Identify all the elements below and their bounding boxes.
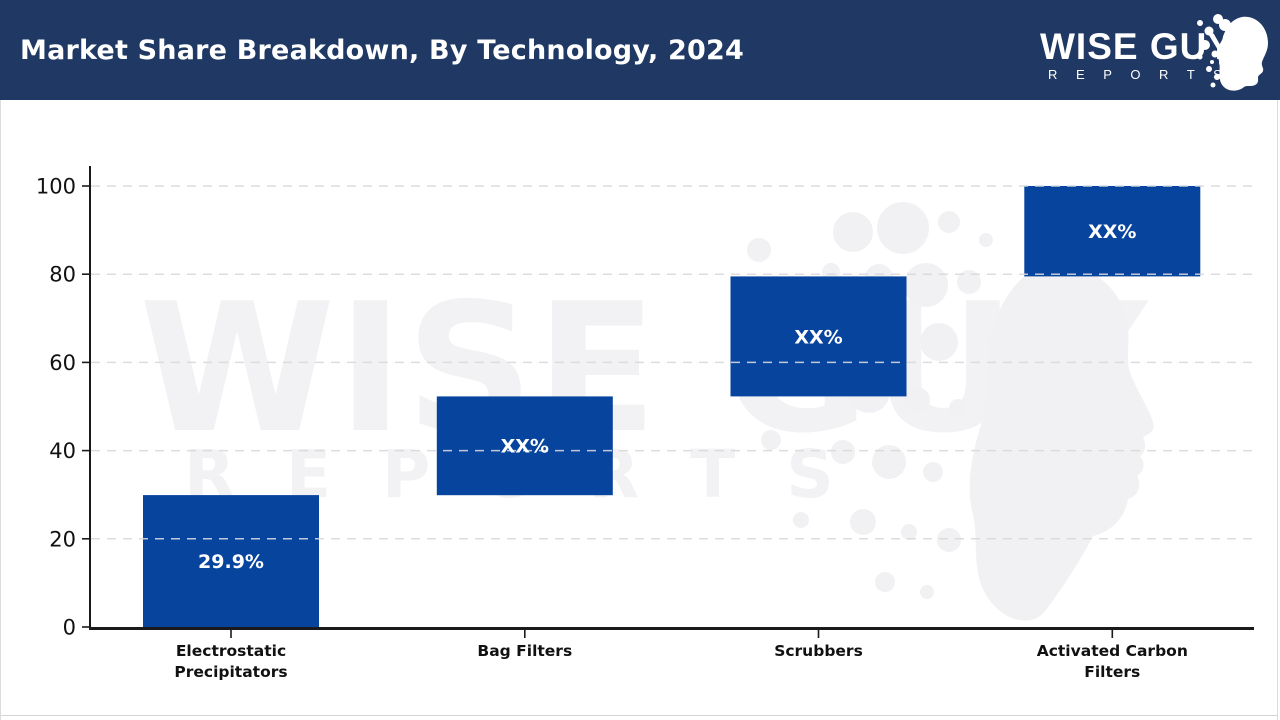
chart-area: WISE GUY R E P O R T S 29: [0, 100, 1278, 720]
y-tick-label: 20: [49, 527, 76, 551]
chart-svg: WISE GUY R E P O R T S 29: [36, 166, 1254, 681]
bar: [1024, 186, 1201, 277]
bar: [436, 396, 613, 496]
y-tick-label: 0: [63, 616, 76, 640]
bar-value-label: XX%: [794, 326, 842, 348]
logo-subtext: R E P O R T S: [1048, 67, 1229, 82]
x-category-label: Scrubbers: [774, 642, 863, 660]
page-title: Market Share Breakdown, By Technology, 2…: [20, 34, 745, 66]
logo-wordmark: WISE GUY: [1040, 26, 1233, 67]
bar-value-label: XX%: [501, 436, 549, 458]
bar-value-label: XX%: [1088, 221, 1136, 243]
logo-face-icon: [1197, 14, 1268, 91]
x-category-label: Bag Filters: [477, 642, 572, 660]
y-tick-label: 40: [49, 439, 76, 463]
bottom-hairline: [1, 715, 1277, 716]
x-category-label: Electrostatic Precipitators: [174, 642, 287, 681]
bar: [730, 276, 907, 397]
y-tick-label: 80: [49, 263, 76, 287]
bar-value-label: 29.9%: [198, 551, 264, 573]
y-tick-label: 100: [36, 175, 76, 199]
x-category-label: Activated Carbon Filters: [1037, 642, 1188, 681]
y-tick-label: 60: [49, 351, 76, 375]
logo: WISE GUY R E P O R T S: [1004, 7, 1274, 93]
watermark: WISE GUY R E P O R T S: [139, 202, 1154, 621]
header-bar: Market Share Breakdown, By Technology, 2…: [0, 0, 1280, 100]
bar: [143, 495, 319, 627]
logo-graphic: WISE GUY R E P O R T S: [1040, 14, 1268, 91]
